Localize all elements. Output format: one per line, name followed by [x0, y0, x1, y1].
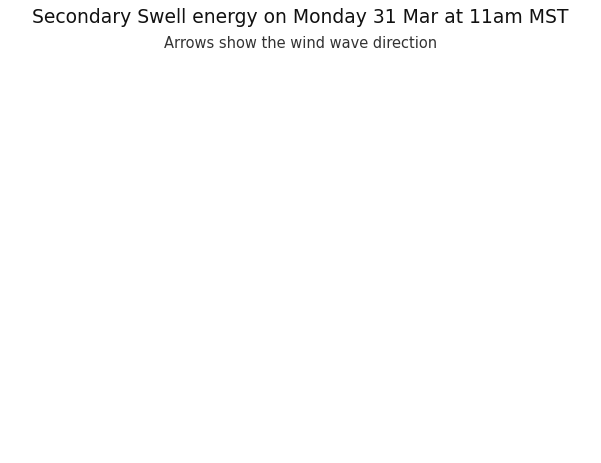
Text: Secondary Swell energy on Monday 31 Mar at 11am MST: Secondary Swell energy on Monday 31 Mar … [32, 8, 569, 27]
Text: cartopy required: cartopy required [243, 252, 358, 266]
Text: Arrows show the wind wave direction: Arrows show the wind wave direction [164, 36, 437, 51]
